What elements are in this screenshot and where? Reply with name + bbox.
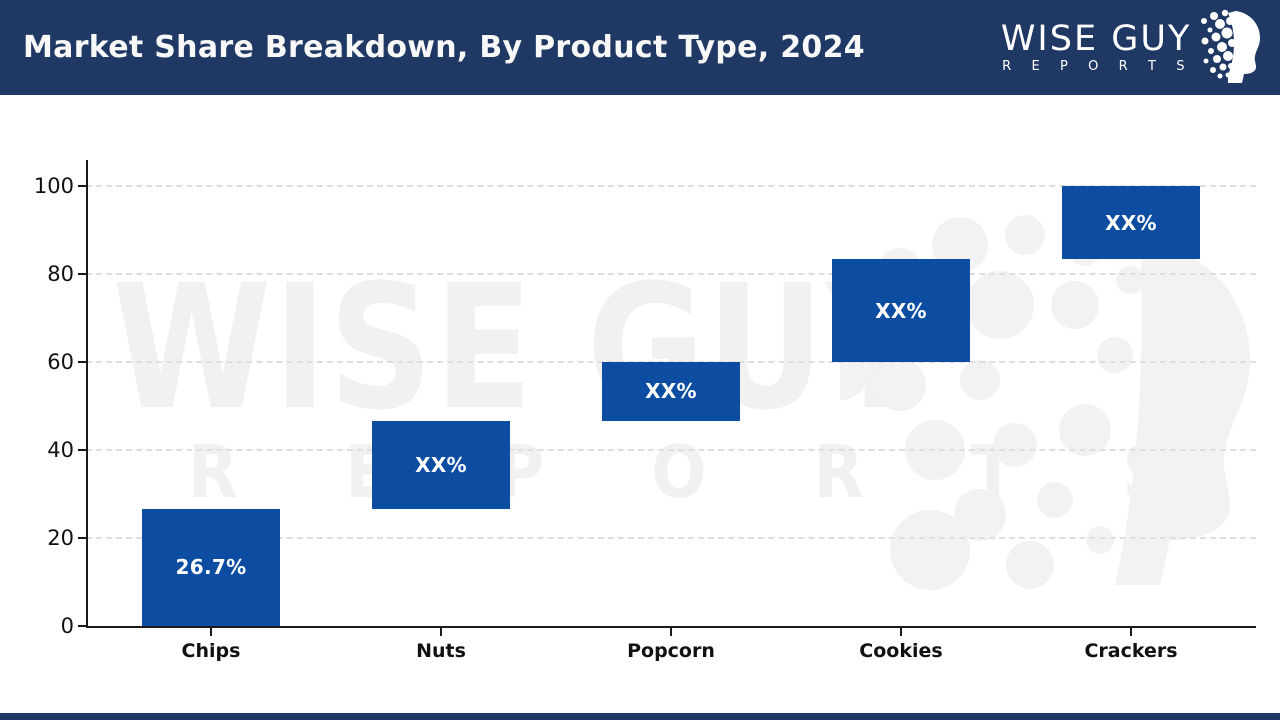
watermark-brand-name: WISE GUY (112, 247, 933, 448)
xtick-nuts (440, 628, 442, 636)
header-bar: Market Share Breakdown, By Product Type,… (0, 0, 1280, 95)
y-axis-spine (86, 160, 88, 628)
bar-chips: 26.7% (142, 508, 280, 626)
bar-label-crackers: XX% (1105, 210, 1157, 235)
brand-subname: R E P O R T S (1002, 59, 1194, 74)
bar-label-nuts: XX% (415, 452, 467, 477)
xtick-chips (210, 628, 212, 636)
bar-label-chips: 26.7% (175, 555, 247, 580)
gridline-y80 (86, 273, 1256, 275)
ytick-40 (78, 449, 86, 451)
ytick-60 (78, 361, 86, 363)
xtick-cookies (900, 628, 902, 636)
xtick-label-popcorn: Popcorn (627, 640, 715, 662)
ytick-label-40: 40 (47, 438, 74, 462)
watermark-head-icon (810, 210, 1260, 614)
brand-logo: WISE GUY R E P O R T S (998, 9, 1262, 87)
footer-bar (0, 713, 1280, 720)
xtick-label-chips: Chips (181, 640, 241, 662)
xtick-popcorn (670, 628, 672, 636)
page-title: Market Share Breakdown, By Product Type,… (23, 30, 865, 65)
ytick-100 (78, 185, 86, 187)
ytick-20 (78, 537, 86, 539)
gridline-y40 (86, 449, 1256, 451)
brand-logo-text: WISE GUY R E P O R T S (998, 19, 1194, 74)
bar-nuts: XX% (372, 420, 510, 509)
xtick-label-nuts: Nuts (416, 640, 466, 662)
ytick-label-80: 80 (47, 262, 74, 286)
ytick-80 (78, 273, 86, 275)
wiseguy-head-icon (1196, 9, 1262, 87)
ytick-label-60: 60 (47, 350, 74, 374)
bar-popcorn: XX% (602, 362, 740, 421)
bar-crackers: XX% (1062, 186, 1200, 260)
bar-cookies: XX% (832, 259, 970, 362)
xtick-label-crackers: Crackers (1084, 640, 1178, 662)
xtick-crackers (1130, 628, 1132, 636)
xtick-label-cookies: Cookies (859, 640, 943, 662)
ytick-label-100: 100 (33, 174, 74, 198)
x-axis-spine (86, 626, 1256, 628)
bar-label-cookies: XX% (875, 298, 927, 323)
bar-label-popcorn: XX% (645, 379, 697, 404)
brand-name: WISE GUY (1000, 19, 1192, 59)
ytick-0 (78, 625, 86, 627)
gridline-y100 (86, 185, 1256, 187)
gridline-y20 (86, 537, 1256, 539)
ytick-label-20: 20 (47, 526, 74, 550)
ytick-label-0: 0 (60, 614, 74, 638)
